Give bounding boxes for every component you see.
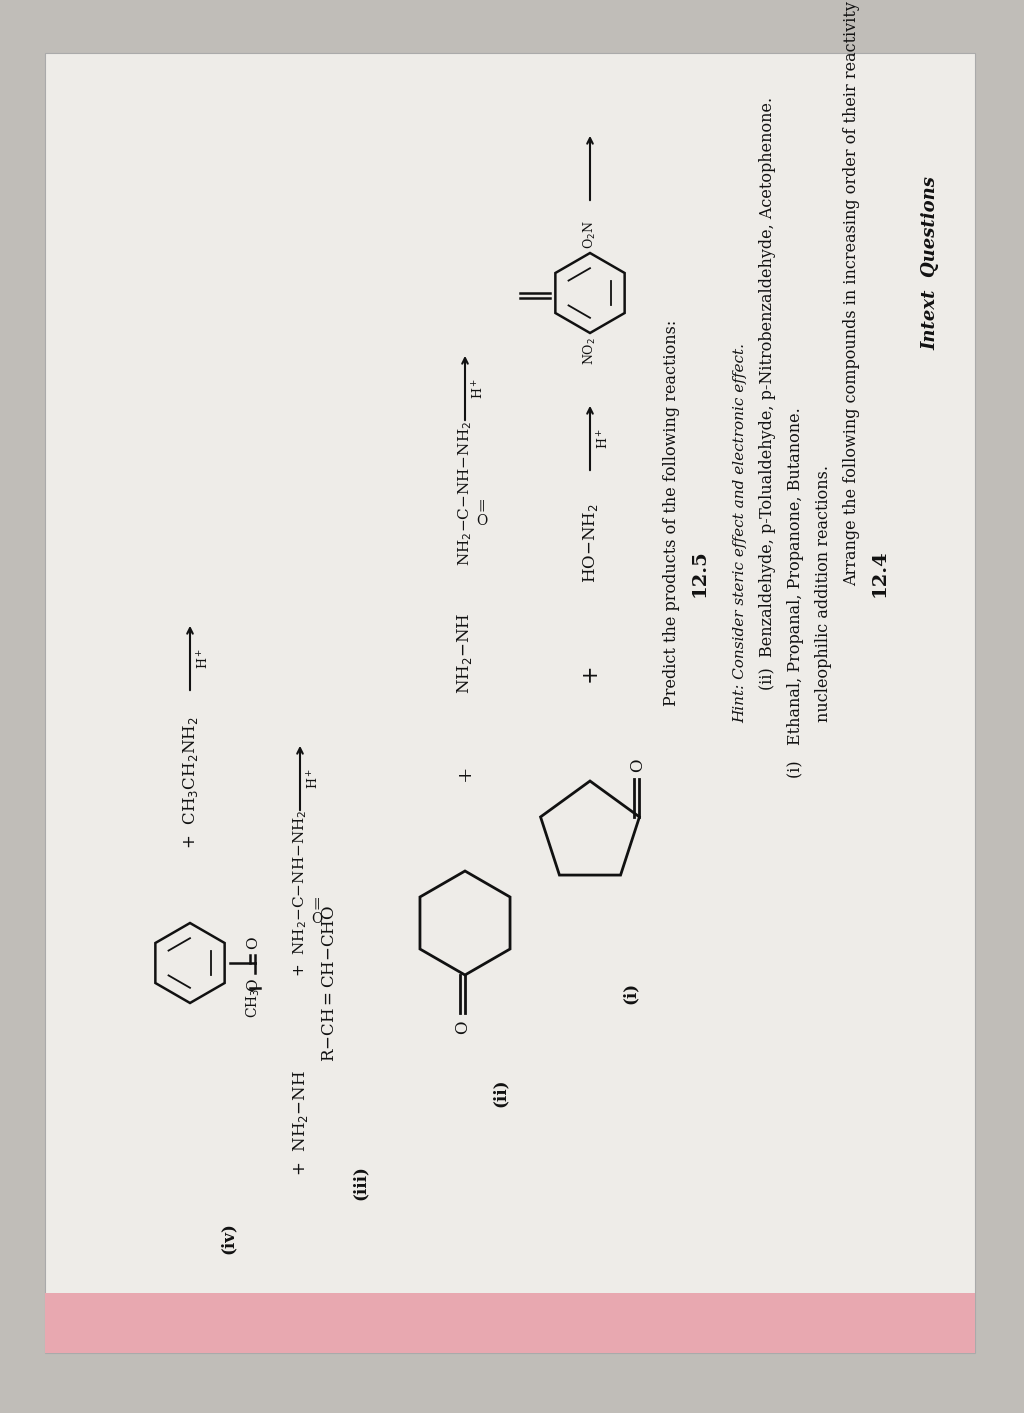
Text: O: O	[455, 1020, 471, 1034]
Text: ||: ||	[478, 499, 485, 510]
Text: Intext  Questions: Intext Questions	[921, 177, 939, 350]
Text: Arrange the following compounds in increasing order of their reactivity in: Arrange the following compounds in incre…	[844, 0, 860, 586]
Polygon shape	[45, 1293, 975, 1354]
Text: 12.5: 12.5	[691, 550, 709, 596]
Text: H$^+$: H$^+$	[596, 428, 611, 448]
Text: NO$_2$: NO$_2$	[582, 338, 598, 365]
Text: O: O	[246, 979, 260, 992]
Text: O: O	[476, 514, 487, 528]
Text: O: O	[311, 911, 323, 926]
Text: +: +	[456, 764, 474, 781]
Text: R$-$CH$=$CH$-$CHO: R$-$CH$=$CH$-$CHO	[322, 904, 339, 1061]
Text: (iii): (iii)	[351, 1166, 369, 1201]
Text: O: O	[629, 759, 646, 771]
Text: H$^+$: H$^+$	[471, 377, 486, 398]
Text: NH$_2$$-$C$-$NH$-$NH$_2$: NH$_2$$-$C$-$NH$-$NH$_2$	[456, 421, 474, 565]
Text: NH$_2$$-$NH: NH$_2$$-$NH	[456, 612, 474, 694]
Text: (i)   Ethanal, Propanal, Propanone, Butanone.: (i) Ethanal, Propanal, Propanone, Butano…	[787, 407, 805, 779]
Text: ||: ||	[313, 897, 321, 909]
Text: H$^+$: H$^+$	[306, 767, 322, 788]
Text: O$_2$N: O$_2$N	[582, 220, 598, 249]
Text: O: O	[246, 937, 260, 950]
Text: HO$-$NH$_2$: HO$-$NH$_2$	[581, 503, 599, 582]
Text: nucleophilic addition reactions.: nucleophilic addition reactions.	[815, 465, 833, 722]
Text: $+$  NH$_2$$-$C$-$NH$-$NH$_2$: $+$ NH$_2$$-$C$-$NH$-$NH$_2$	[291, 810, 309, 976]
Text: (i): (i)	[622, 982, 639, 1005]
Text: H$^+$: H$^+$	[197, 647, 212, 668]
Text: (iv): (iv)	[219, 1222, 237, 1253]
Text: Hint: Consider steric effect and electronic effect.: Hint: Consider steric effect and electro…	[733, 343, 746, 723]
Text: $+$  NH$_2$$-$NH: $+$ NH$_2$$-$NH	[291, 1070, 309, 1176]
Text: +: +	[579, 664, 601, 682]
Polygon shape	[45, 54, 975, 1354]
Text: CH$_3$: CH$_3$	[245, 988, 262, 1019]
Text: (ii): (ii)	[492, 1078, 509, 1108]
Text: 12.4: 12.4	[871, 550, 889, 596]
Text: (ii)  Benzaldehyde, p-Tolualdehyde, p-Nitrobenzaldehyde, Acetophenone.: (ii) Benzaldehyde, p-Tolualdehyde, p-Nit…	[760, 96, 776, 690]
Text: $+$  CH$_3$CH$_2$NH$_2$: $+$ CH$_3$CH$_2$NH$_2$	[180, 716, 200, 849]
Text: Predict the products of the following reactions:: Predict the products of the following re…	[664, 319, 681, 706]
